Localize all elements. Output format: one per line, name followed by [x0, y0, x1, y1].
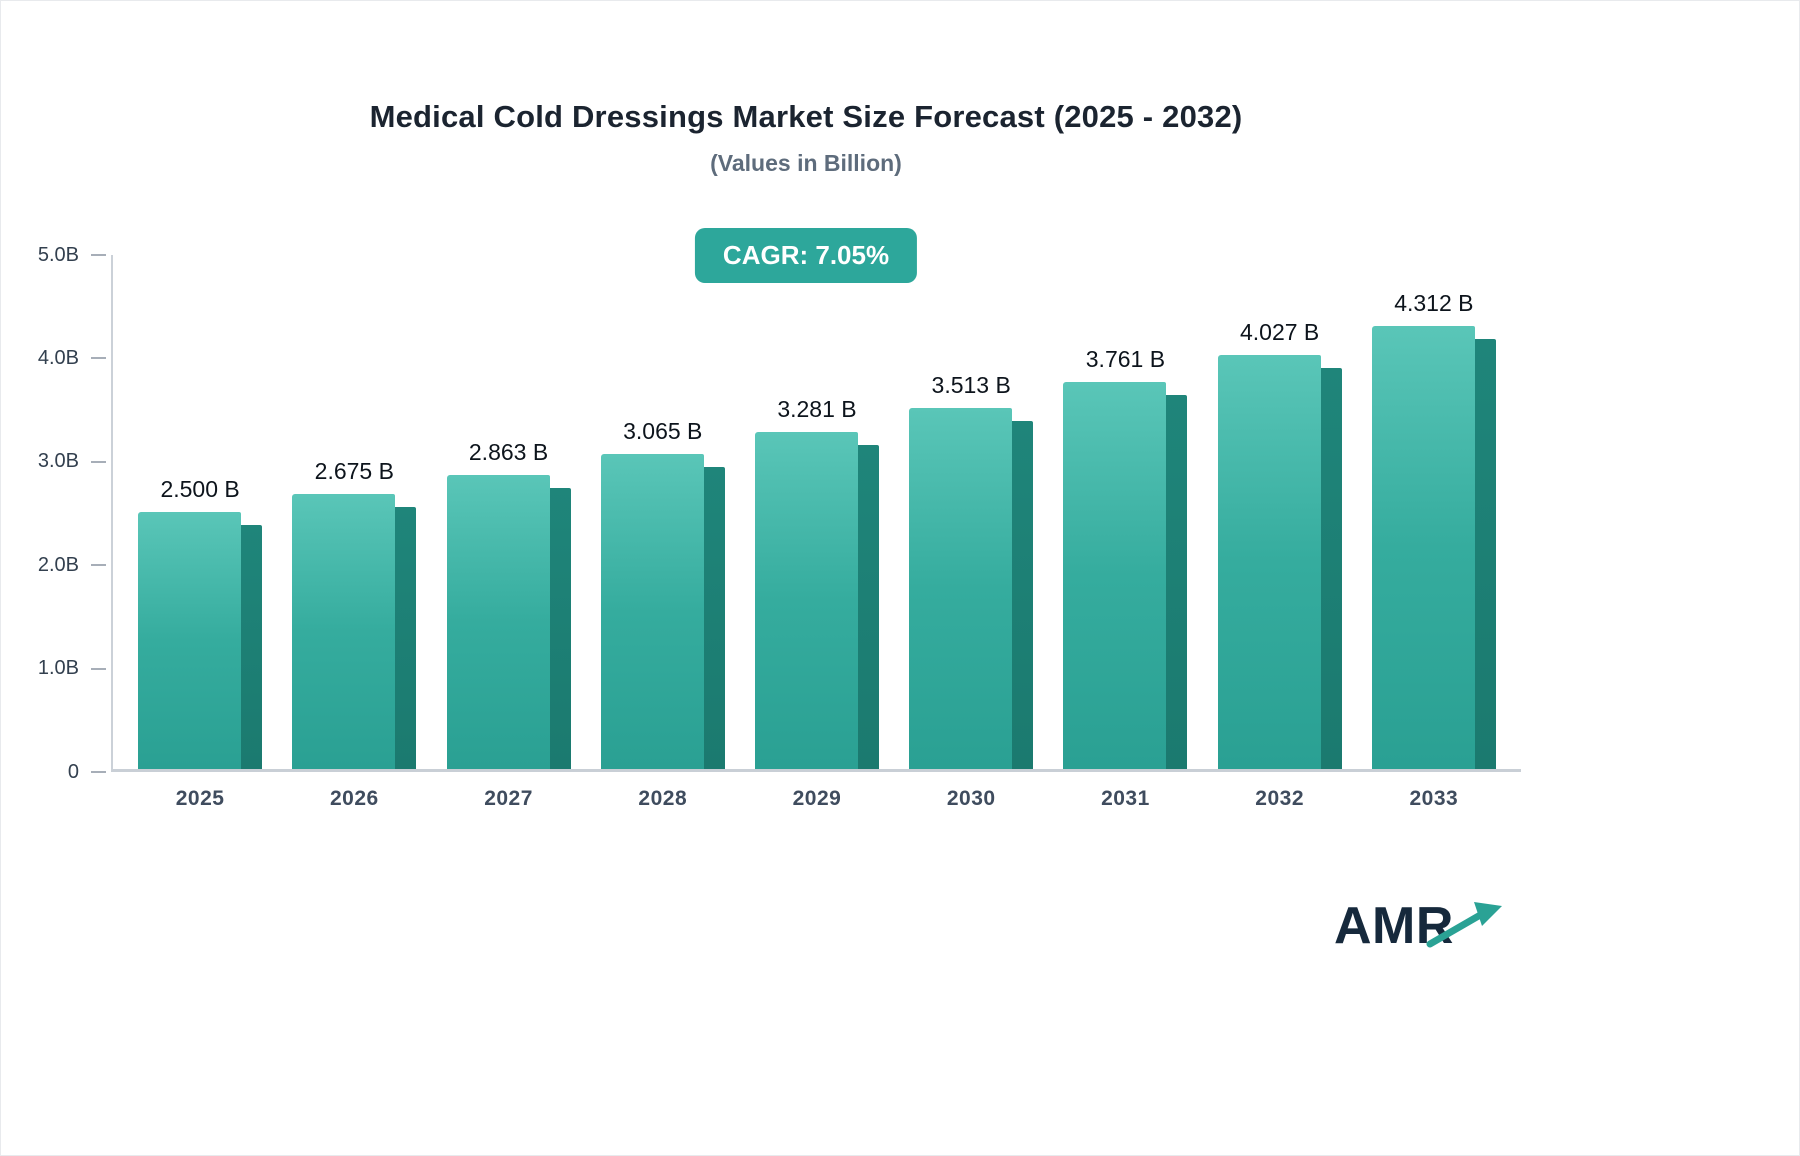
bar-value-label: 3.761 B	[1085, 346, 1166, 373]
bar-front-face	[292, 494, 396, 769]
x-axis-label: 2033	[1409, 787, 1459, 810]
bar-side-face	[395, 507, 417, 769]
bar-front-face	[446, 474, 550, 769]
x-axis-label: 2028	[638, 787, 688, 810]
bar-value-label: 2.500 B	[160, 476, 240, 502]
y-axis-tick: 4.0B	[38, 347, 111, 369]
y-axis-label: 1.0B	[37, 657, 79, 680]
amr-logo-text: AMR	[1334, 897, 1454, 955]
bar-side-face	[1474, 338, 1496, 769]
bar-value-label: 2.675 B	[314, 458, 394, 485]
bar-slot: 4.027 B 2032	[1203, 255, 1357, 810]
bar-slot: 3.065 B 2028	[586, 255, 740, 810]
tick-mark	[91, 357, 106, 360]
plot-area: 2.500 B 2025 2.675 B 2026 2.863 B 2027 3.065 B…	[111, 255, 1521, 810]
tick-mark	[91, 564, 106, 567]
bar-front-face	[1217, 355, 1321, 769]
bar-side-face	[1012, 420, 1034, 769]
bar[interactable]	[600, 453, 725, 769]
bar-front-face	[1063, 382, 1167, 769]
y-axis-label: 0	[67, 760, 79, 783]
bar[interactable]	[446, 474, 571, 769]
bar[interactable]	[754, 431, 879, 769]
x-axis-label: 2025	[175, 787, 225, 810]
cagr-badge-label: CAGR: 7.05%	[722, 240, 890, 270]
y-axis-label: 4.0B	[37, 346, 79, 369]
y-axis-label: 2.0B	[37, 553, 79, 576]
bar-side-face	[241, 525, 263, 769]
amr-logo: AMR	[1334, 896, 1534, 966]
bar-slot: 3.281 B 2029	[740, 255, 894, 810]
bar-side-face	[857, 444, 879, 769]
y-axis-label: 5.0B	[37, 243, 79, 266]
bar-slot: 3.513 B 2030	[894, 255, 1048, 810]
bar-front-face	[138, 512, 242, 769]
y-axis-tick: 2.0B	[38, 554, 111, 576]
bar-side-face	[549, 487, 571, 769]
bar[interactable]	[909, 407, 1034, 769]
x-axis-label: 2031	[1101, 787, 1150, 810]
bar-value-label: 2.863 B	[468, 438, 549, 465]
x-axis-label: 2027	[484, 787, 533, 810]
x-axis-label: 2032	[1255, 787, 1304, 810]
y-axis-tick: 3.0B	[37, 450, 111, 473]
x-axis-label: 2029	[792, 787, 842, 810]
y-axis: 0 1.0B 2.0B 3.0B 4.0B 5.0B	[1, 244, 111, 783]
page-title: Medical Cold Dressings Market Size Forec…	[369, 99, 1243, 134]
tick-mark	[91, 460, 106, 463]
bar[interactable]	[292, 494, 417, 769]
bar-front-face	[909, 407, 1013, 769]
bar[interactable]	[1371, 325, 1496, 769]
tick-mark	[91, 667, 106, 670]
bar-value-label: 3.513 B	[931, 371, 1011, 398]
bar[interactable]	[1063, 382, 1188, 769]
bar-chart: 0 1.0B 2.0B 3.0B 4.0B 5.0B 2.500 B 2025 2.675 B…	[38, 244, 1521, 810]
bar-front-face	[1371, 325, 1475, 769]
bar-front-face	[754, 431, 858, 769]
bar[interactable]	[138, 512, 263, 769]
y-axis-tick: 5.0B	[38, 244, 111, 266]
x-axis-label: 2026	[329, 787, 379, 810]
bar-value-label: 4.027 B	[1239, 319, 1320, 346]
bar-slot: 4.312 B 2033	[1357, 255, 1511, 810]
bar-value-label: 4.312 B	[1394, 289, 1474, 316]
x-axis-label: 2030	[946, 787, 996, 810]
bar-slot: 2.500 B 2025	[123, 255, 277, 810]
cagr-badge: CAGR: 7.05%	[694, 228, 918, 283]
bar-side-face	[1166, 395, 1188, 769]
bar-slot: 2.675 B 2026	[277, 255, 431, 810]
bar-slot: 2.863 B 2027	[431, 255, 585, 810]
bar-front-face	[600, 453, 704, 769]
chart-content: Medical Cold Dressings Market Size Forec…	[1, 1, 1611, 1155]
page-subtitle: (Values in Billion)	[710, 150, 902, 176]
bar-value-label: 3.065 B	[623, 417, 703, 444]
y-axis-label: 3.0B	[37, 450, 79, 473]
bar-side-face	[1320, 368, 1342, 769]
y-axis-tick: 0	[68, 761, 111, 783]
bar-slot: 3.761 B 2031	[1048, 255, 1202, 810]
tick-mark	[91, 771, 106, 773]
tick-mark	[91, 254, 106, 256]
bar[interactable]	[1217, 355, 1342, 769]
y-axis-tick: 1.0B	[37, 657, 111, 680]
bar-value-label: 3.281 B	[777, 395, 857, 422]
bar-side-face	[703, 466, 725, 769]
